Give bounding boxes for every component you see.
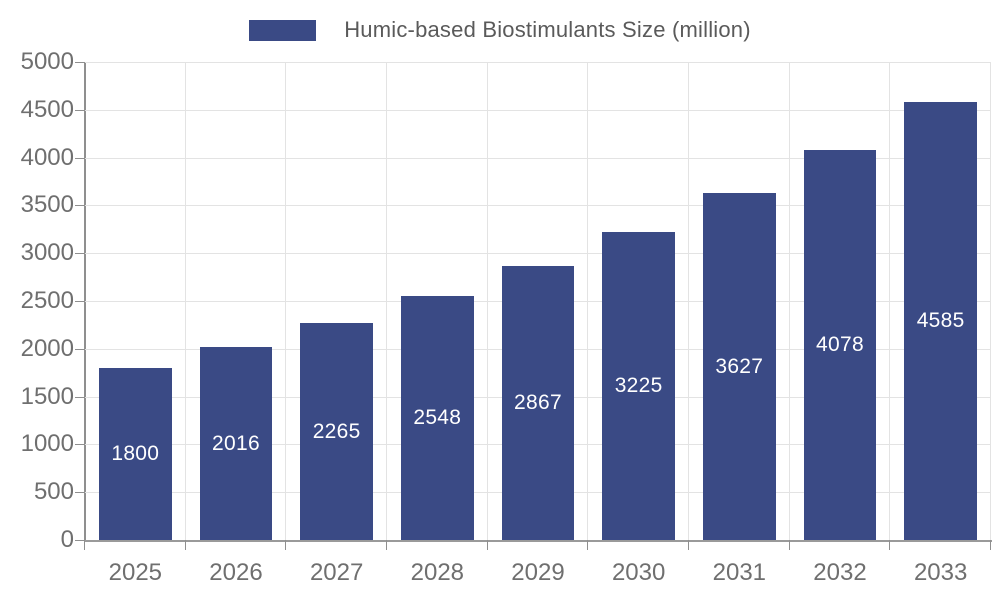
y-axis-label: 2500 [20, 287, 74, 314]
y-axis-label: 4000 [20, 143, 74, 171]
bar-2031[interactable]: 3627 [703, 193, 776, 540]
y-axis-tick [75, 348, 85, 350]
y-axis-tick [75, 205, 85, 207]
legend-label: Humic-based Biostimulants Size (million) [344, 17, 751, 42]
y-axis-tick [75, 62, 85, 63]
x-axis-line [84, 540, 992, 542]
x-axis-tick [84, 540, 85, 550]
y-axis-line [84, 62, 86, 542]
x-axis-tick [486, 540, 488, 550]
x-axis-tick [184, 540, 186, 550]
bar-2033[interactable]: 4585 [904, 101, 977, 540]
bar-value-label: 4585 [916, 308, 965, 332]
legend[interactable]: Humic-based Biostimulants Size (million) [0, 17, 1000, 43]
x-axis-tick [889, 540, 891, 550]
v-gridline [285, 62, 287, 540]
bar-value-label: 2548 [413, 406, 462, 430]
x-axis-label: 2029 [511, 559, 565, 586]
bar-2032[interactable]: 4078 [803, 150, 877, 540]
x-axis-label: 2032 [813, 559, 867, 586]
x-axis-label: 2026 [209, 559, 263, 586]
v-gridline [385, 62, 387, 540]
v-gridline [587, 62, 589, 540]
x-axis-tick [285, 540, 287, 550]
y-axis-label: 3500 [20, 191, 74, 219]
x-axis-tick [788, 540, 790, 550]
y-axis-label: 5000 [20, 48, 74, 75]
bar-2028[interactable]: 2548 [401, 296, 474, 540]
h-gridline [85, 157, 991, 159]
h-gridline [85, 253, 991, 255]
v-gridline [990, 62, 991, 540]
y-axis-label: 1500 [20, 382, 74, 410]
y-axis-tick [75, 444, 85, 446]
plot-area: 1800 2016 2265 2548 2867 3225 3627 4078 4585 [75, 62, 991, 550]
y-axis-label: 1000 [20, 430, 74, 458]
y-axis-labels: 0 500 1000 1500 2000 2500 3000 3500 4000 4500 5000 [0, 50, 74, 552]
bar-2029[interactable]: 2867 [501, 265, 575, 540]
x-axis-label: 2028 [410, 559, 465, 586]
x-axis-label: 2030 [611, 559, 666, 586]
bar-value-label: 3627 [715, 354, 764, 378]
bar-value-label: 4078 [816, 333, 864, 357]
y-axis-tick [75, 157, 85, 159]
v-gridline [184, 62, 186, 540]
x-axis-tick [687, 540, 689, 550]
bar-value-label: 2265 [312, 419, 361, 443]
bar-value-label: 3225 [614, 373, 663, 397]
v-gridline [486, 62, 488, 540]
v-gridline [788, 62, 790, 540]
x-axis-label: 2027 [309, 559, 364, 586]
y-axis-tick [75, 253, 85, 255]
v-gridline [687, 62, 689, 540]
bar-value-label: 1800 [111, 441, 160, 465]
y-axis-label: 3000 [20, 239, 74, 267]
y-axis-tick [75, 492, 85, 494]
h-gridline [85, 205, 991, 207]
v-gridline [889, 62, 891, 540]
bar-value-label: 2867 [514, 390, 562, 414]
bar-2030[interactable]: 3225 [602, 231, 675, 540]
legend-swatch [249, 19, 317, 41]
y-axis-tick [75, 540, 85, 541]
bar-2026[interactable]: 2016 [199, 347, 273, 540]
y-axis-label: 0 [60, 526, 74, 553]
x-axis-label: 2025 [108, 559, 163, 586]
x-axis-labels: 2025 2026 2027 2028 2029 2030 2031 2032 2033 [85, 540, 991, 590]
bar-2027[interactable]: 2265 [300, 323, 373, 540]
y-axis-tick [75, 396, 85, 398]
h-gridline [85, 109, 991, 111]
y-axis-label: 4500 [20, 95, 74, 123]
x-axis-tick [385, 540, 387, 550]
x-axis-tick [990, 540, 991, 550]
bar-value-label: 2016 [212, 431, 260, 455]
h-gridline [85, 62, 991, 63]
y-axis-label: 500 [33, 478, 74, 506]
y-axis-tick [75, 109, 85, 111]
x-axis-tick [587, 540, 589, 550]
x-axis-label: 2031 [712, 559, 767, 586]
x-axis-label: 2033 [913, 559, 968, 586]
y-axis-label: 2000 [20, 334, 74, 362]
bar-2025[interactable]: 1800 [99, 367, 172, 540]
y-axis-tick [75, 301, 85, 302]
